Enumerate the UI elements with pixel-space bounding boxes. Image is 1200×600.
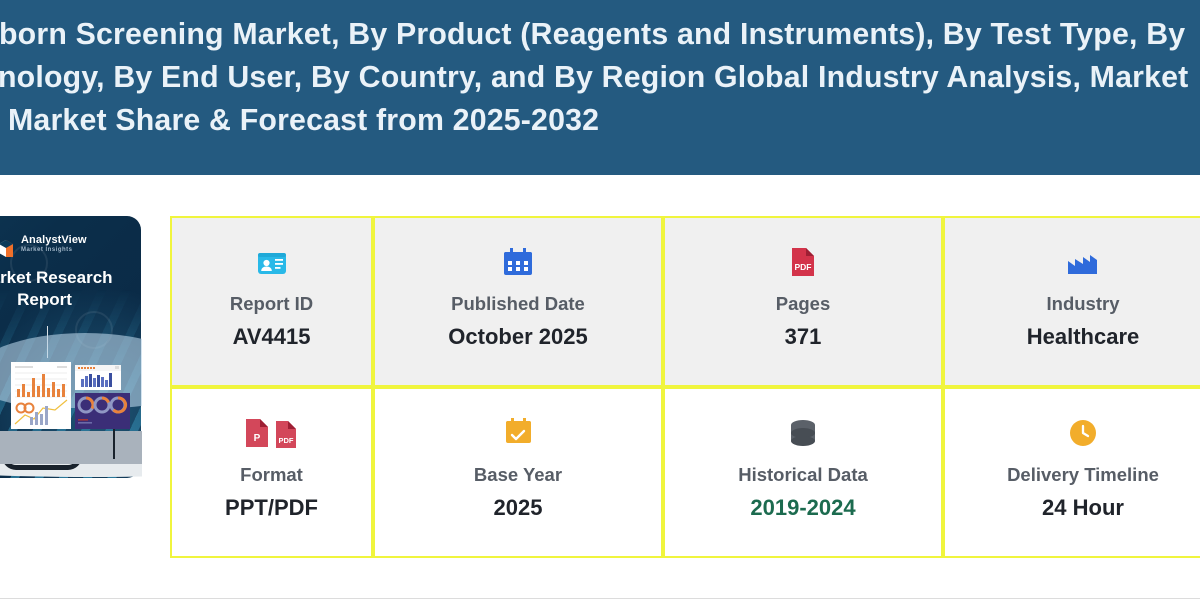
svg-text:PDF: PDF bbox=[278, 436, 293, 445]
svg-text:P: P bbox=[253, 433, 260, 444]
svg-text:PDF: PDF bbox=[795, 262, 812, 272]
